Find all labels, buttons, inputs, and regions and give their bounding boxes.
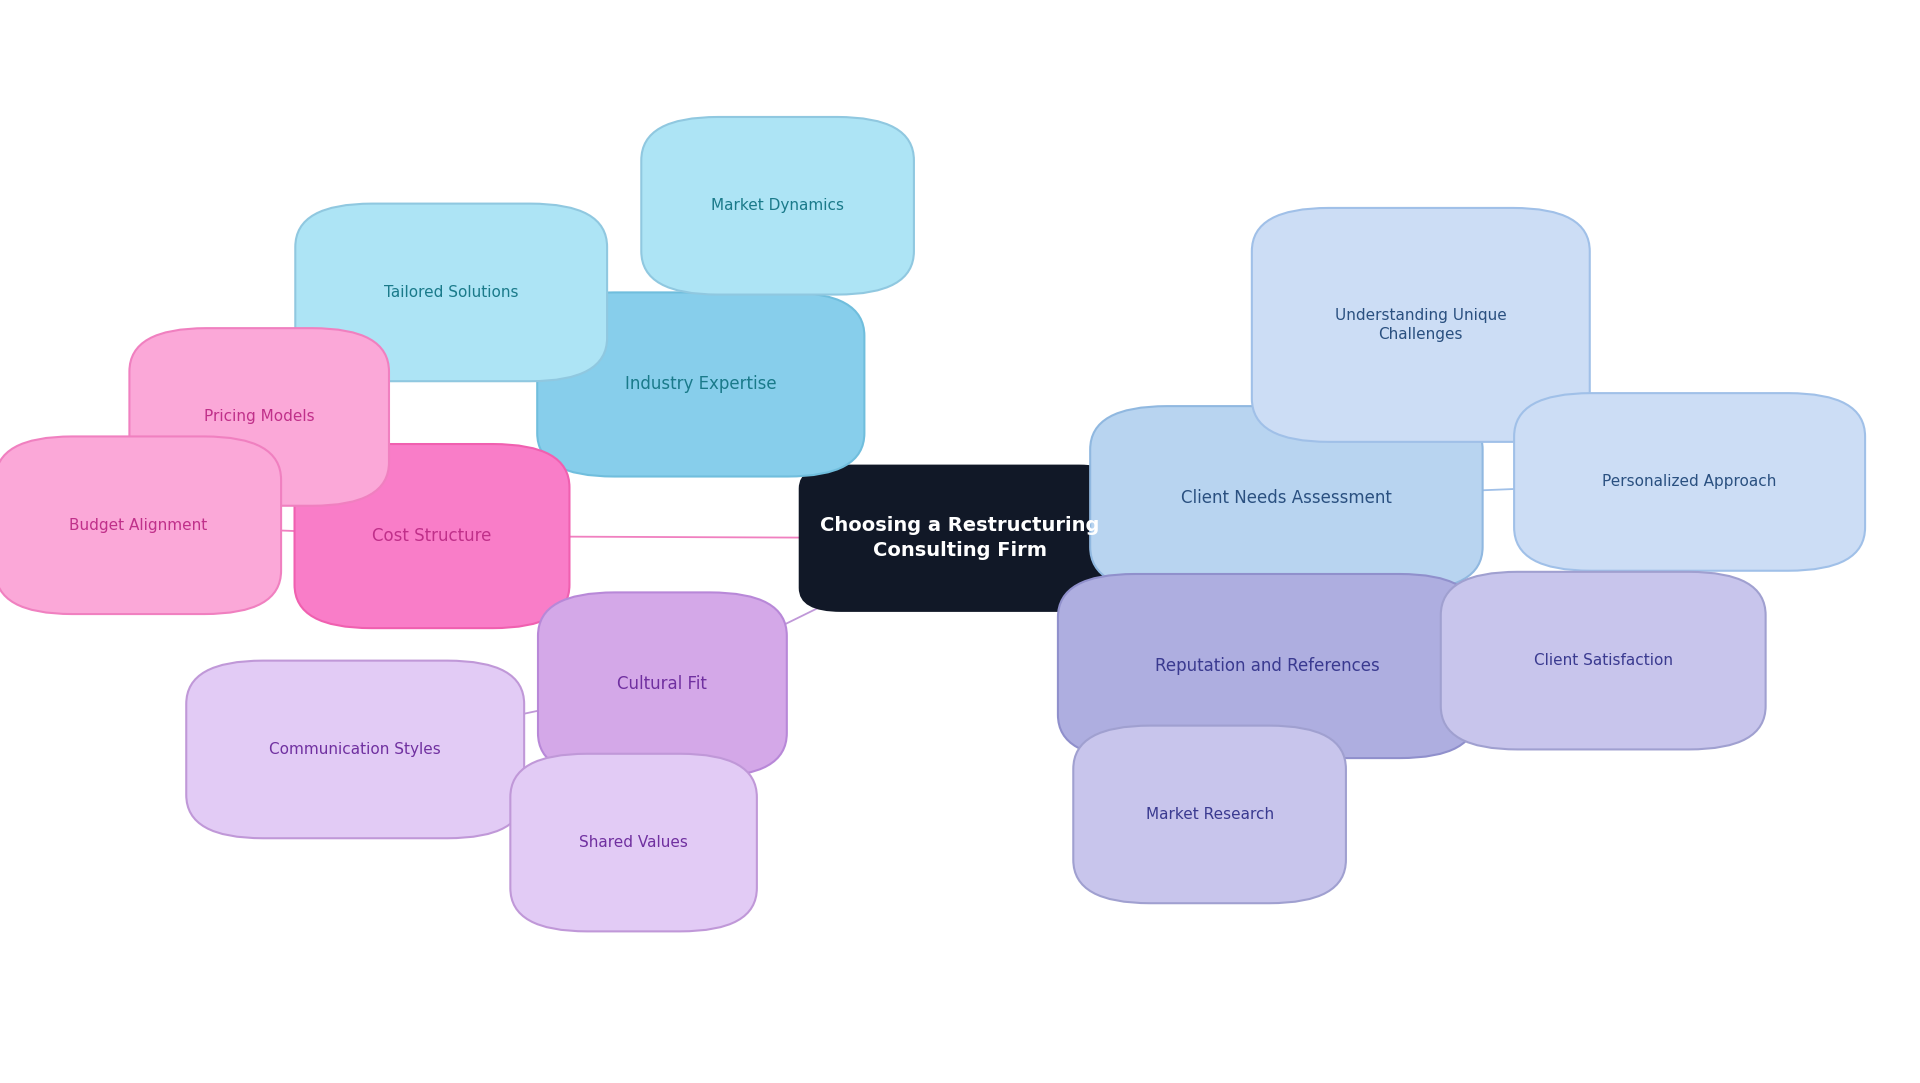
Text: Understanding Unique
Challenges: Understanding Unique Challenges — [1334, 308, 1507, 342]
FancyBboxPatch shape — [1440, 572, 1766, 749]
FancyBboxPatch shape — [0, 436, 280, 614]
FancyBboxPatch shape — [799, 465, 1121, 612]
Text: Tailored Solutions: Tailored Solutions — [384, 285, 518, 300]
FancyBboxPatch shape — [1073, 726, 1346, 903]
Text: Pricing Models: Pricing Models — [204, 409, 315, 425]
FancyBboxPatch shape — [1252, 208, 1590, 442]
FancyBboxPatch shape — [129, 328, 390, 506]
Text: Shared Values: Shared Values — [580, 835, 687, 850]
FancyBboxPatch shape — [1058, 574, 1476, 758]
Text: Personalized Approach: Personalized Approach — [1603, 474, 1776, 490]
Text: Choosing a Restructuring
Consulting Firm: Choosing a Restructuring Consulting Firm — [820, 517, 1100, 560]
FancyBboxPatch shape — [294, 444, 570, 628]
Text: Communication Styles: Communication Styles — [269, 742, 442, 757]
FancyBboxPatch shape — [538, 292, 864, 477]
FancyBboxPatch shape — [538, 592, 787, 777]
FancyBboxPatch shape — [186, 661, 524, 838]
FancyBboxPatch shape — [641, 117, 914, 295]
FancyBboxPatch shape — [1515, 393, 1864, 571]
Text: Market Research: Market Research — [1146, 807, 1273, 822]
Text: Cost Structure: Cost Structure — [372, 527, 492, 545]
Text: Budget Alignment: Budget Alignment — [69, 518, 207, 533]
Text: Cultural Fit: Cultural Fit — [618, 676, 707, 693]
FancyBboxPatch shape — [296, 204, 607, 381]
FancyBboxPatch shape — [1091, 406, 1482, 590]
Text: Reputation and References: Reputation and References — [1154, 657, 1380, 675]
Text: Client Satisfaction: Client Satisfaction — [1534, 653, 1672, 668]
Text: Market Dynamics: Market Dynamics — [710, 198, 845, 213]
Text: Client Needs Assessment: Client Needs Assessment — [1181, 490, 1392, 507]
Text: Industry Expertise: Industry Expertise — [626, 376, 776, 393]
FancyBboxPatch shape — [511, 754, 756, 931]
